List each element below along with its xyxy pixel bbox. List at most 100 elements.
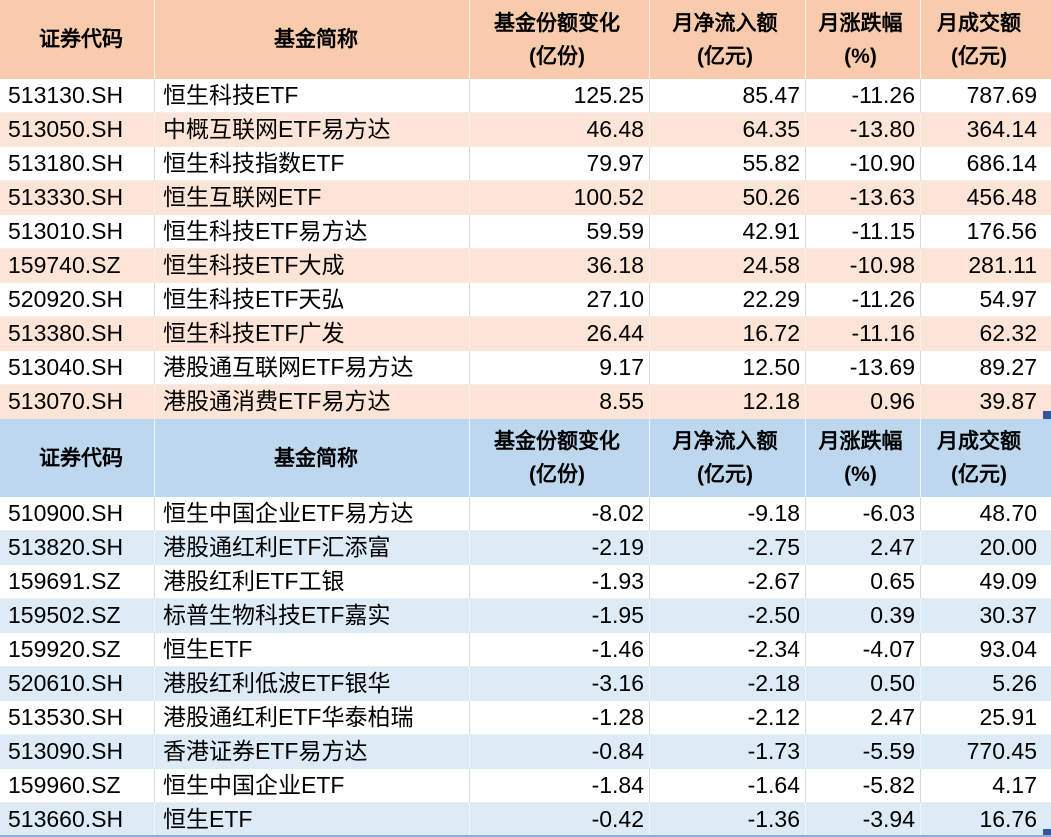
share-change-cell[interactable]: -1.46: [470, 633, 650, 667]
pct-change-cell[interactable]: -11.16: [806, 317, 921, 351]
pct-change-cell[interactable]: -11.26: [806, 283, 921, 317]
fund-name-cell[interactable]: 恒生科技ETF天弘: [155, 283, 470, 317]
fund-name-cell[interactable]: 恒生中国企业ETF: [155, 769, 470, 803]
fund-code-cell[interactable]: 513820.SH: [0, 531, 155, 565]
net-inflow-cell[interactable]: -2.67: [650, 565, 806, 599]
net-inflow-cell[interactable]: 85.47: [650, 79, 806, 113]
fund-name-cell[interactable]: 香港证券ETF易方达: [155, 735, 470, 769]
fund-code-cell[interactable]: 159691.SZ: [0, 565, 155, 599]
pct-change-cell[interactable]: -4.07: [806, 633, 921, 667]
fund-name-cell[interactable]: 港股通消费ETF易方达: [155, 385, 470, 419]
turnover-cell[interactable]: 16.76: [979, 806, 1037, 832]
net-inflow-cell[interactable]: 50.26: [650, 181, 806, 215]
column-header-code[interactable]: 证券代码: [0, 0, 155, 79]
fund-code-cell[interactable]: 159960.SZ: [0, 769, 155, 803]
share-change-cell[interactable]: 100.52: [470, 181, 650, 215]
share-change-cell[interactable]: -8.02: [470, 497, 650, 531]
turnover-cell[interactable]: 54.97: [921, 283, 1051, 317]
share-change-cell[interactable]: -1.84: [470, 769, 650, 803]
fund-code-cell[interactable]: 159740.SZ: [0, 249, 155, 283]
pct-change-cell[interactable]: 0.39: [806, 599, 921, 633]
fund-name-cell[interactable]: 恒生中国企业ETF易方达: [155, 497, 470, 531]
turnover-cell[interactable]: 62.32: [979, 320, 1037, 346]
turnover-cell[interactable]: 770.45: [966, 738, 1037, 764]
turnover-cell[interactable]: 4.17: [921, 769, 1051, 803]
column-header-turnover[interactable]: 月成交额 (亿元): [921, 0, 1051, 79]
fund-name-cell[interactable]: 港股红利低波ETF银华: [155, 667, 470, 701]
turnover-cell[interactable]: 5.26: [992, 670, 1037, 696]
pct-change-cell[interactable]: -13.63: [806, 181, 921, 215]
pct-change-cell[interactable]: -13.69: [806, 351, 921, 385]
net-inflow-cell[interactable]: -9.18: [650, 497, 806, 531]
column-header-name[interactable]: 基金简称: [155, 419, 470, 497]
turnover-cell[interactable]: 176.56: [921, 215, 1051, 249]
pct-change-cell[interactable]: -10.90: [806, 147, 921, 181]
column-header-name[interactable]: 基金简称: [155, 0, 470, 79]
fund-name-cell[interactable]: 恒生科技ETF大成: [155, 249, 470, 283]
share-change-cell[interactable]: -1.95: [470, 599, 650, 633]
pct-change-cell[interactable]: -5.59: [806, 735, 921, 769]
share-change-cell[interactable]: 8.55: [470, 385, 650, 419]
turnover-cell[interactable]: 456.48: [966, 184, 1037, 210]
share-change-cell[interactable]: 59.59: [470, 215, 650, 249]
turnover-cell[interactable]: 787.69: [921, 79, 1051, 113]
column-header-net-inflow[interactable]: 月净流入额 (亿元): [650, 0, 806, 79]
turnover-cell[interactable]: 20.00: [979, 534, 1037, 560]
pct-change-cell[interactable]: -13.80: [806, 113, 921, 147]
net-inflow-cell[interactable]: -2.75: [650, 531, 806, 565]
turnover-cell[interactable]: 25.91: [921, 701, 1051, 735]
fund-name-cell[interactable]: 港股通红利ETF华泰柏瑞: [155, 701, 470, 735]
fund-code-cell[interactable]: 513040.SH: [0, 351, 155, 385]
pct-change-cell[interactable]: -11.26: [806, 79, 921, 113]
share-change-cell[interactable]: -3.16: [470, 667, 650, 701]
column-header-pct-change[interactable]: 月涨跌幅 (%): [806, 0, 921, 79]
pct-change-cell[interactable]: -3.94: [806, 803, 921, 837]
share-change-cell[interactable]: 9.17: [470, 351, 650, 385]
net-inflow-cell[interactable]: 24.58: [650, 249, 806, 283]
column-header-share-change[interactable]: 基金份额变化 (亿份): [470, 419, 650, 497]
fund-code-cell[interactable]: 159920.SZ: [0, 633, 155, 667]
fund-code-cell[interactable]: 513380.SH: [0, 317, 155, 351]
fund-name-cell[interactable]: 恒生科技ETF广发: [155, 317, 470, 351]
turnover-cell[interactable]: 49.09: [921, 565, 1051, 599]
column-header-net-inflow[interactable]: 月净流入额 (亿元): [650, 419, 806, 497]
net-inflow-cell[interactable]: -2.34: [650, 633, 806, 667]
fund-code-cell[interactable]: 520610.SH: [0, 667, 155, 701]
pct-change-cell[interactable]: 2.47: [806, 701, 921, 735]
share-change-cell[interactable]: 79.97: [470, 147, 650, 181]
fund-code-cell[interactable]: 513330.SH: [0, 181, 155, 215]
fund-name-cell[interactable]: 恒生ETF: [155, 803, 470, 837]
turnover-cell[interactable]: 686.14: [921, 147, 1051, 181]
share-change-cell[interactable]: -1.93: [470, 565, 650, 599]
fund-code-cell[interactable]: 513530.SH: [0, 701, 155, 735]
pct-change-cell[interactable]: -10.98: [806, 249, 921, 283]
fund-name-cell[interactable]: 恒生ETF: [155, 633, 470, 667]
column-header-turnover[interactable]: 月成交额 (亿元): [921, 419, 1051, 497]
fund-code-cell[interactable]: 513660.SH: [0, 803, 155, 837]
selection-fill-handle[interactable]: [1043, 829, 1051, 837]
fund-code-cell[interactable]: 513070.SH: [0, 385, 155, 419]
pct-change-cell[interactable]: 0.65: [806, 565, 921, 599]
net-inflow-cell[interactable]: -2.50: [650, 599, 806, 633]
fund-code-cell[interactable]: 510900.SH: [0, 497, 155, 531]
fund-name-cell[interactable]: 恒生互联网ETF: [155, 181, 470, 215]
turnover-cell[interactable]: 48.70: [921, 497, 1051, 531]
selection-fill-handle[interactable]: [1043, 411, 1051, 419]
net-inflow-cell[interactable]: 12.18: [650, 385, 806, 419]
fund-code-cell[interactable]: 159502.SZ: [0, 599, 155, 633]
share-change-cell[interactable]: 26.44: [470, 317, 650, 351]
fund-name-cell[interactable]: 标普生物科技ETF嘉实: [155, 599, 470, 633]
turnover-cell[interactable]: 93.04: [921, 633, 1051, 667]
share-change-cell[interactable]: -2.19: [470, 531, 650, 565]
net-inflow-cell[interactable]: 16.72: [650, 317, 806, 351]
pct-change-cell[interactable]: -11.15: [806, 215, 921, 249]
turnover-cell[interactable]: 30.37: [979, 602, 1037, 628]
pct-change-cell[interactable]: -5.82: [806, 769, 921, 803]
share-change-cell[interactable]: -0.42: [470, 803, 650, 837]
turnover-cell[interactable]: 89.27: [921, 351, 1051, 385]
fund-name-cell[interactable]: 港股红利ETF工银: [155, 565, 470, 599]
pct-change-cell[interactable]: -6.03: [806, 497, 921, 531]
net-inflow-cell[interactable]: 12.50: [650, 351, 806, 385]
fund-name-cell[interactable]: 恒生科技指数ETF: [155, 147, 470, 181]
turnover-cell[interactable]: 39.87: [979, 388, 1037, 414]
